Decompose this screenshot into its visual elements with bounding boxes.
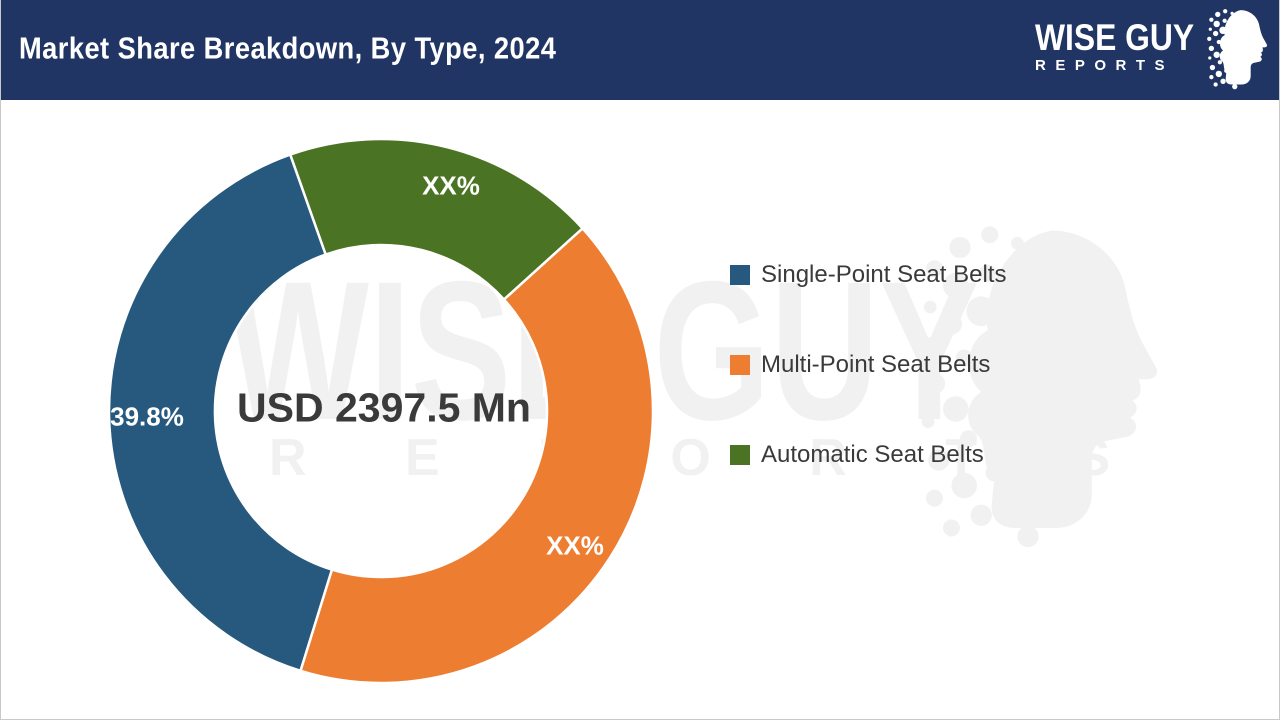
header-bar: Market Share Breakdown, By Type, 2024 WI… xyxy=(1,0,1279,100)
logo-text: WISE GUY REPORTS xyxy=(1035,17,1220,74)
legend-swatch-multi-point xyxy=(730,355,750,375)
legend-item-single-point: Single-Point Seat Belts xyxy=(730,260,1006,290)
donut-segment-multi-point xyxy=(299,227,655,685)
segment-label-automatic: XX% xyxy=(422,170,480,201)
legend-item-multi-point: Multi-Point Seat Belts xyxy=(730,350,1006,380)
logo-subtitle: REPORTS xyxy=(1035,57,1175,74)
wiseguy-logo: WISE GUY REPORTS xyxy=(1021,6,1271,94)
wiseguy-face-icon xyxy=(1207,9,1268,90)
legend-item-automatic: Automatic Seat Belts xyxy=(730,440,1006,470)
segment-label-multi-point: XX% xyxy=(546,530,604,561)
donut-segment-automatic xyxy=(288,137,584,301)
page-title: Market Share Breakdown, By Type, 2024 xyxy=(19,30,557,66)
chart-legend: Single-Point Seat Belts Multi-Point Seat… xyxy=(730,260,1006,530)
legend-swatch-automatic xyxy=(730,445,750,465)
legend-label: Single-Point Seat Belts xyxy=(761,261,1007,288)
legend-label: Multi-Point Seat Belts xyxy=(761,351,991,378)
donut-segment-single-point xyxy=(107,153,334,673)
segment-label-single-point: 39.8% xyxy=(110,401,184,432)
legend-label: Automatic Seat Belts xyxy=(761,441,984,468)
donut-center-value: USD 2397.5 Mn xyxy=(237,384,531,431)
legend-swatch-single-point xyxy=(730,265,750,285)
logo-name: WISE GUY xyxy=(1035,17,1195,58)
